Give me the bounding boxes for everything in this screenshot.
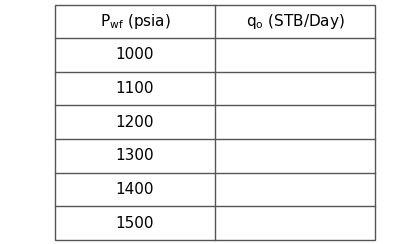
Text: 1100: 1100 xyxy=(116,81,154,96)
Text: P$_{\mathrm{wf}}$ (psia): P$_{\mathrm{wf}}$ (psia) xyxy=(100,12,170,31)
Text: 1200: 1200 xyxy=(116,115,154,130)
Text: 1000: 1000 xyxy=(116,47,154,62)
Text: 1400: 1400 xyxy=(116,182,154,197)
Text: 1500: 1500 xyxy=(116,216,154,231)
Bar xyxy=(55,5,375,240)
Text: q$_{\mathrm{o}}$ (STB/Day): q$_{\mathrm{o}}$ (STB/Day) xyxy=(246,12,344,31)
Text: 1300: 1300 xyxy=(116,148,154,163)
